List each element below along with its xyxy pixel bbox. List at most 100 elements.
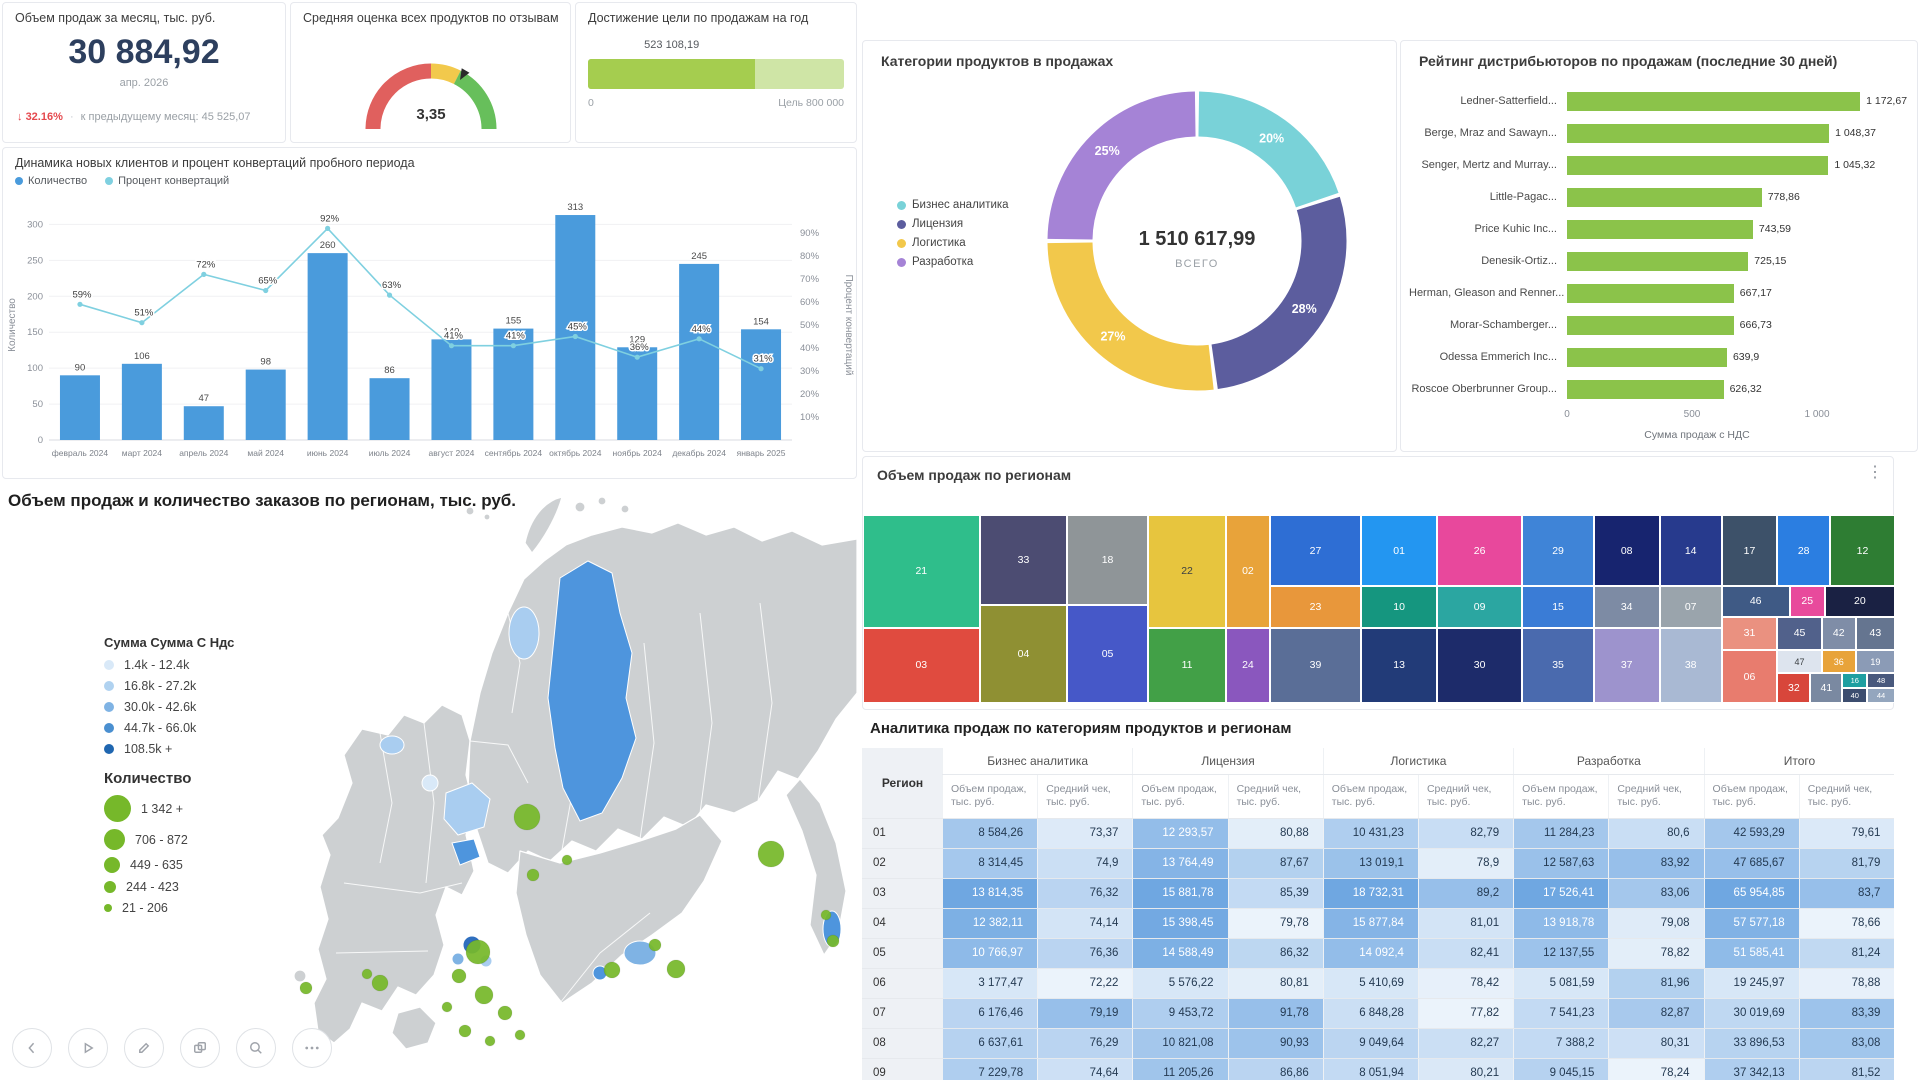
treemap-cell-05[interactable]: 05 bbox=[1067, 605, 1148, 703]
treemap-cell-31[interactable]: 31 bbox=[1721, 616, 1778, 651]
table-subheader[interactable]: Средний чек, тыс. руб. bbox=[1037, 774, 1133, 819]
donut-legend-item-Разработка[interactable]: Разработка bbox=[897, 256, 1009, 268]
treemap-cell-21[interactable]: 21 bbox=[863, 515, 980, 628]
treemap-cell-40[interactable]: 40 bbox=[1842, 687, 1868, 703]
play-button[interactable] bbox=[68, 1028, 108, 1068]
line-point-июль 2024[interactable] bbox=[386, 292, 393, 298]
treemap-cell-19[interactable]: 19 bbox=[1855, 650, 1895, 673]
treemap-cell-35[interactable]: 35 bbox=[1522, 627, 1594, 703]
donut-legend-item-Лицензия[interactable]: Лицензия bbox=[897, 218, 1009, 230]
region-low-sales[interactable] bbox=[421, 774, 439, 792]
treemap-cell-46[interactable]: 46 bbox=[1721, 586, 1790, 617]
bar-февраль 2024[interactable] bbox=[59, 375, 100, 440]
treemap-cell-47[interactable]: 47 bbox=[1777, 650, 1822, 673]
sum-legend-item[interactable]: 1.4k - 12.4k bbox=[104, 658, 234, 672]
bar-апрель 2024[interactable] bbox=[183, 406, 224, 440]
bar-август 2024[interactable] bbox=[431, 339, 472, 440]
treemap-cell-13[interactable]: 13 bbox=[1361, 627, 1437, 703]
chevron-left-button[interactable] bbox=[12, 1028, 52, 1068]
count-legend-item[interactable]: 244 - 423 bbox=[104, 880, 234, 894]
distributor-bar[interactable] bbox=[1567, 219, 1753, 239]
line-point-март 2024[interactable] bbox=[139, 320, 145, 326]
line-point-февраль 2024[interactable] bbox=[77, 301, 83, 307]
distributor-bar[interactable] bbox=[1567, 379, 1724, 399]
treemap-cell-27[interactable]: 27 bbox=[1269, 515, 1362, 587]
bar-июль 2024[interactable] bbox=[369, 378, 410, 440]
region-high-sales[interactable] bbox=[451, 838, 481, 866]
treemap-cell-26[interactable]: 26 bbox=[1436, 515, 1523, 587]
treemap-cell-15[interactable]: 15 bbox=[1522, 586, 1594, 628]
kebab-menu-icon[interactable]: ⋮ bbox=[1867, 464, 1883, 481]
bar-май 2024[interactable] bbox=[245, 369, 286, 440]
region-mid-sales[interactable] bbox=[623, 940, 657, 966]
legend-item-Процент конвертаций[interactable]: Процент конвертаций bbox=[105, 175, 229, 187]
region-mid-sales[interactable] bbox=[443, 782, 491, 836]
bar-декабрь 2024[interactable] bbox=[679, 263, 720, 440]
table-subheader[interactable]: Объем продаж, тыс. руб. bbox=[1132, 774, 1229, 819]
bar-январь 2025[interactable] bbox=[741, 329, 782, 440]
treemap-cell-12[interactable]: 12 bbox=[1829, 515, 1895, 587]
treemap-cell-22[interactable]: 22 bbox=[1147, 515, 1227, 628]
treemap-cell-02[interactable]: 02 bbox=[1226, 515, 1270, 628]
treemap-cell-01[interactable]: 01 bbox=[1361, 515, 1437, 587]
table-subheader[interactable]: Объем продаж, тыс. руб. bbox=[941, 774, 1038, 819]
treemap-cell-44[interactable]: 44 bbox=[1867, 687, 1895, 703]
donut-slice-Бизнес аналитика[interactable] bbox=[1197, 91, 1339, 208]
treemap-cell-17[interactable]: 17 bbox=[1721, 515, 1778, 587]
treemap-cell-16[interactable]: 16 bbox=[1842, 672, 1868, 688]
treemap-cell-36[interactable]: 36 bbox=[1821, 650, 1856, 673]
region-mid-sales[interactable] bbox=[451, 952, 465, 966]
distributor-bar[interactable] bbox=[1567, 91, 1861, 111]
line-point-ноябрь 2024[interactable] bbox=[634, 354, 640, 360]
line-point-август 2024[interactable] bbox=[448, 343, 455, 349]
donut-slice-Лицензия[interactable] bbox=[1210, 196, 1347, 390]
order-count-bubbles[interactable] bbox=[299, 803, 840, 1047]
treemap-cell-32[interactable]: 32 bbox=[1777, 672, 1811, 703]
treemap-cell-39[interactable]: 39 bbox=[1269, 627, 1362, 703]
treemap-cell-28[interactable]: 28 bbox=[1777, 515, 1830, 587]
russia-map[interactable] bbox=[0, 483, 857, 1080]
line-point-сентябрь 2024[interactable] bbox=[510, 343, 516, 349]
zoom-button[interactable] bbox=[236, 1028, 276, 1068]
treemap-cell-24[interactable]: 24 bbox=[1226, 627, 1270, 703]
sum-legend-item[interactable]: 44.7k - 66.0k bbox=[104, 721, 234, 735]
count-legend-item[interactable]: 1 342 + bbox=[104, 795, 234, 822]
line-point-январь 2025[interactable] bbox=[758, 366, 764, 372]
treemap-cell-03[interactable]: 03 bbox=[863, 627, 980, 703]
treemap-cell-30[interactable]: 30 bbox=[1436, 627, 1523, 703]
count-legend-item[interactable]: 21 - 206 bbox=[104, 901, 234, 915]
sum-legend-item[interactable]: 30.0k - 42.6k bbox=[104, 700, 234, 714]
bar-ноябрь 2024[interactable] bbox=[617, 347, 658, 440]
table-subheader[interactable]: Объем продаж, тыс. руб. bbox=[1513, 774, 1609, 819]
treemap-cell-37[interactable]: 37 bbox=[1593, 627, 1660, 703]
line-point-май 2024[interactable] bbox=[263, 287, 269, 294]
treemap-cell-07[interactable]: 07 bbox=[1659, 586, 1722, 628]
table-subheader[interactable]: Средний чек, тыс. руб. bbox=[1608, 774, 1705, 819]
treemap-cell-33[interactable]: 33 bbox=[979, 515, 1068, 606]
treemap-cell-10[interactable]: 10 bbox=[1361, 586, 1437, 628]
sum-legend-item[interactable]: 108.5k + bbox=[104, 742, 234, 756]
distributor-bar[interactable] bbox=[1567, 315, 1734, 335]
treemap-cell-23[interactable]: 23 bbox=[1269, 586, 1362, 628]
treemap-cell-48[interactable]: 48 bbox=[1867, 672, 1895, 688]
distributor-bar[interactable] bbox=[1567, 347, 1727, 367]
distributor-bar[interactable] bbox=[1567, 155, 1829, 175]
sum-legend-item[interactable]: 16.8k - 27.2k bbox=[104, 679, 234, 693]
region-mid-sales[interactable] bbox=[508, 606, 540, 660]
treemap-cell-18[interactable]: 18 bbox=[1067, 515, 1148, 606]
treemap-cell-06[interactable]: 06 bbox=[1721, 650, 1778, 703]
region-high-sales[interactable] bbox=[547, 560, 637, 822]
distributor-bar[interactable] bbox=[1567, 283, 1734, 303]
treemap-cell-34[interactable]: 34 bbox=[1593, 586, 1660, 628]
treemap-cell-14[interactable]: 14 bbox=[1659, 515, 1722, 587]
legend-item-Количество[interactable]: Количество bbox=[15, 175, 87, 187]
line-point-июнь 2024[interactable] bbox=[325, 225, 331, 231]
goal-progress-bar[interactable] bbox=[588, 59, 844, 89]
treemap-cell-09[interactable]: 09 bbox=[1436, 586, 1523, 628]
treemap-cell-08[interactable]: 08 bbox=[1593, 515, 1660, 587]
treemap-cell-04[interactable]: 04 bbox=[979, 605, 1068, 703]
table-subheader[interactable]: Средний чек, тыс. руб. bbox=[1417, 774, 1514, 819]
sales-regions[interactable] bbox=[379, 560, 842, 981]
line-point-октябрь 2024[interactable] bbox=[572, 333, 578, 340]
treemap-cell-25[interactable]: 25 bbox=[1789, 586, 1825, 617]
